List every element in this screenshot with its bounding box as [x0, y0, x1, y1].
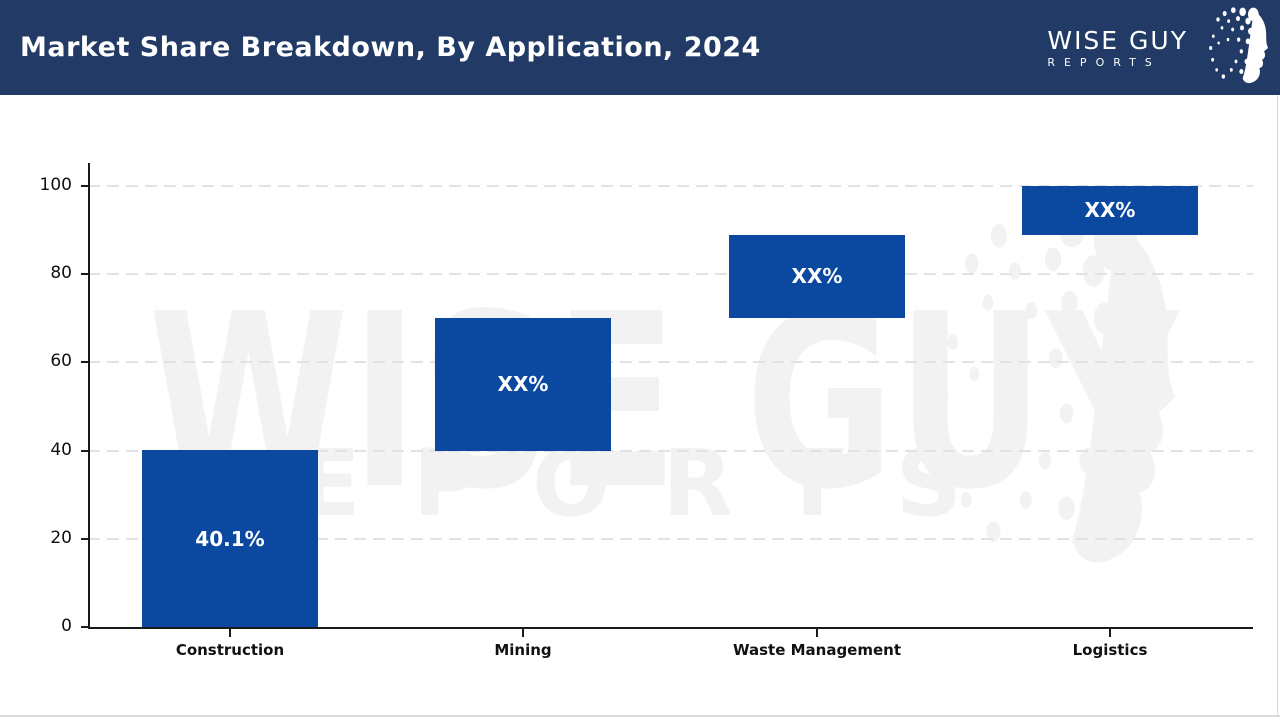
logo-subtitle: REPORTS: [1047, 55, 1161, 69]
bar-waste-management: XX%: [729, 234, 905, 319]
right-divider: [1277, 95, 1278, 716]
bar-value-label: XX%: [791, 264, 843, 289]
y-tick-label: 100: [39, 175, 72, 195]
wiseguy-logo: WISE GUY REPORTS: [1047, 6, 1270, 90]
gridline: [88, 449, 1253, 452]
y-tick-label: 60: [50, 351, 72, 372]
header: Market Share Breakdown, By Application, …: [0, 0, 1280, 95]
bar-logistics: XX%: [1022, 186, 1198, 235]
y-tick-label: 40: [50, 439, 72, 460]
bottom-divider: [0, 715, 1280, 717]
y-tick: [81, 626, 88, 628]
y-tick: [81, 185, 88, 187]
x-tick: [1109, 629, 1111, 637]
x-tick: [229, 629, 231, 637]
logo-wordmark: WISE GUY: [1047, 25, 1188, 55]
logo-text: WISE GUY REPORTS: [1047, 28, 1188, 68]
watermark-wordmark: WISE GUY: [148, 262, 1181, 543]
y-tick: [81, 273, 88, 276]
y-axis-line: [88, 163, 90, 629]
gridline: [88, 361, 1253, 364]
watermark-head-icon: [935, 205, 1175, 563]
bar-construction: 40.1%: [142, 450, 318, 627]
page-title: Market Share Breakdown, By Application, …: [20, 32, 761, 63]
y-tick: [81, 361, 88, 364]
bar-value-label: XX%: [1084, 198, 1136, 223]
gridline: [88, 273, 1253, 276]
gridline: [88, 537, 1253, 540]
bar-value-label: 40.1%: [195, 526, 265, 551]
x-category-label: Construction: [175, 641, 285, 659]
y-tick: [81, 537, 88, 540]
gridline: [88, 185, 1253, 187]
dotted-head-icon: [1209, 6, 1268, 83]
bar-value-label: XX%: [497, 372, 549, 397]
x-category-label: Logistics: [1072, 641, 1148, 659]
x-axis-line: [88, 627, 1253, 629]
y-tick: [81, 449, 88, 452]
x-category-label: Mining: [494, 641, 552, 659]
y-tick-label: 80: [50, 263, 72, 284]
y-tick-label: 0: [61, 616, 72, 636]
x-category-label: Waste Management: [732, 641, 902, 659]
y-tick-label: 20: [50, 527, 72, 548]
bar-mining: XX%: [435, 318, 611, 451]
x-tick: [522, 629, 524, 637]
x-tick: [816, 629, 818, 637]
